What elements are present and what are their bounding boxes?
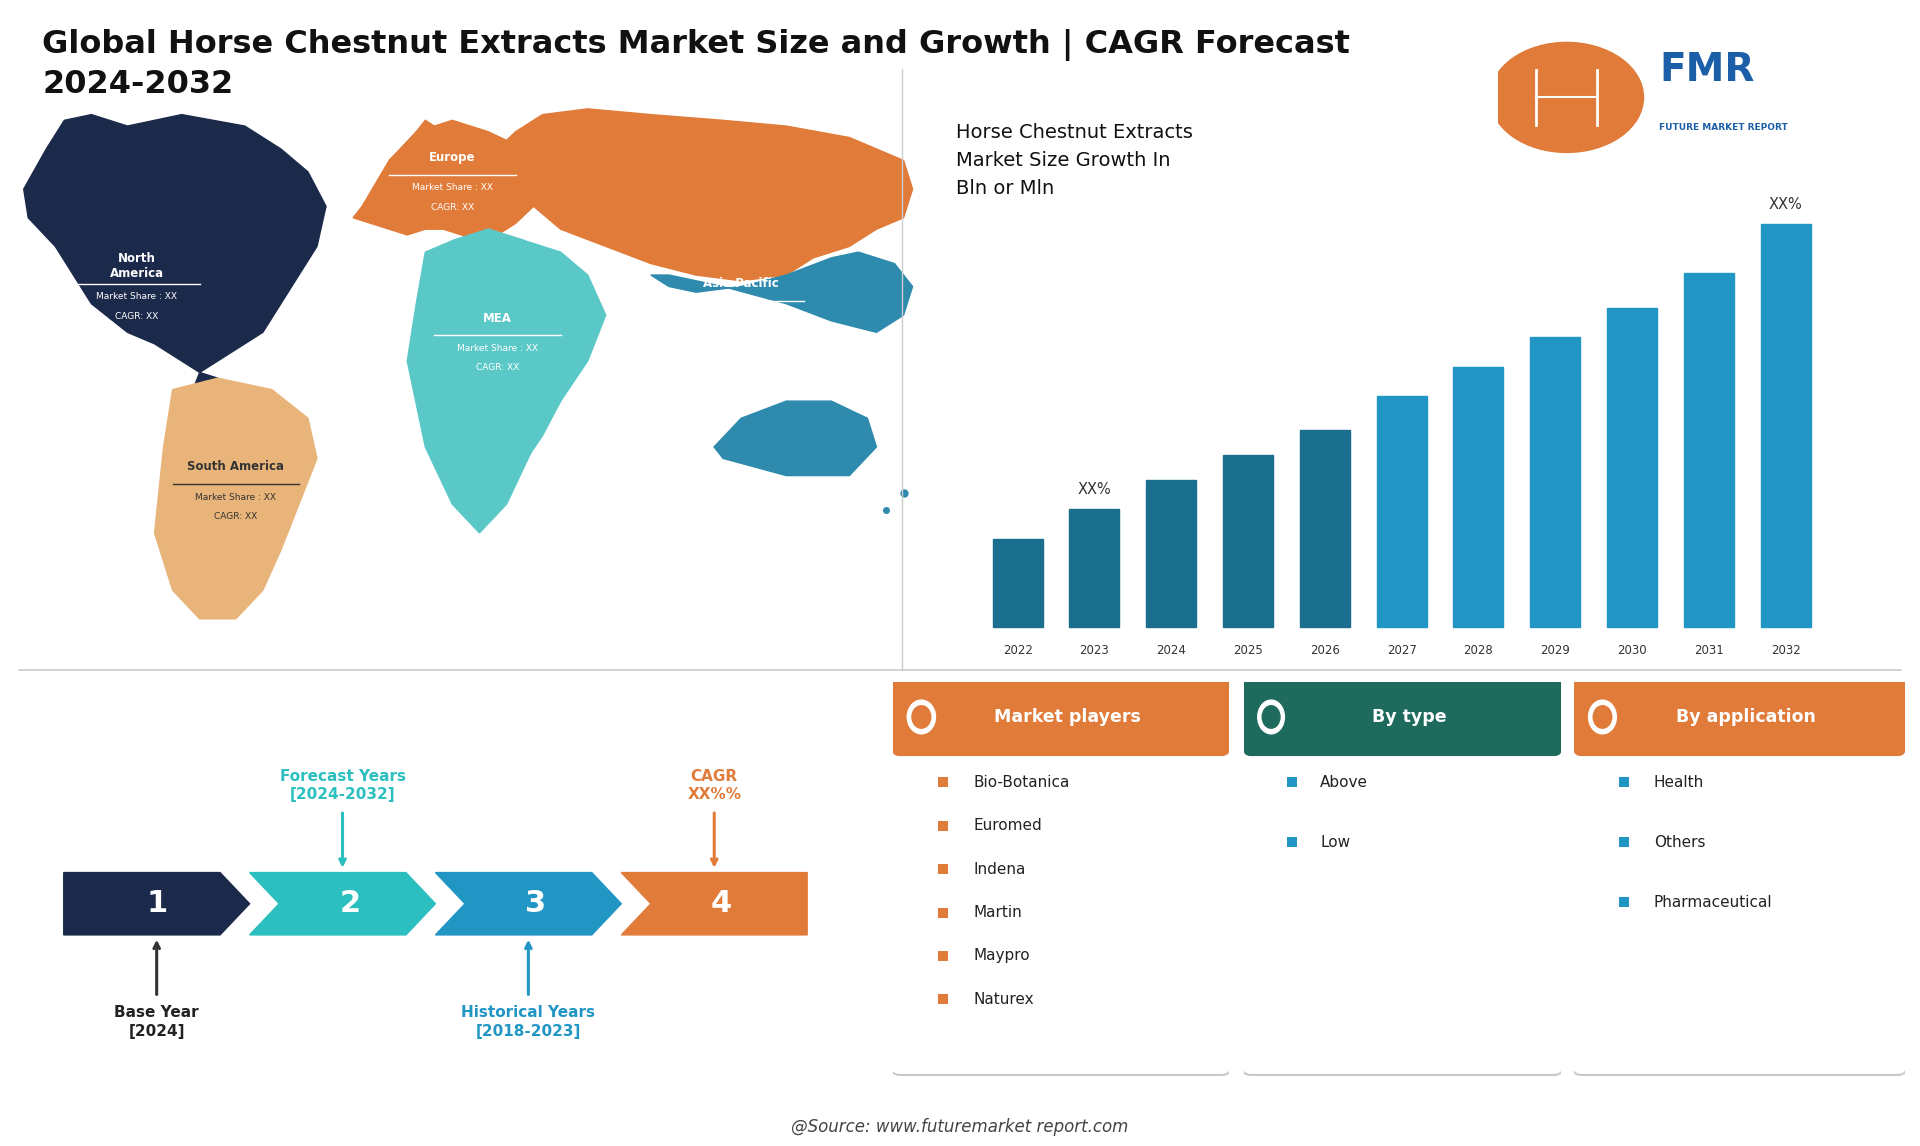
Bar [993,539,1043,627]
Text: 2026: 2026 [1309,644,1340,657]
Text: Market Share : XX: Market Share : XX [457,344,538,353]
FancyBboxPatch shape [1571,743,1908,1075]
Text: Market Share : XX: Market Share : XX [413,183,493,193]
Text: Others: Others [1653,834,1705,850]
Bar [1146,479,1196,627]
Text: FMR: FMR [1659,50,1755,89]
Text: XX%: XX% [1077,481,1112,496]
Text: 2: 2 [340,889,361,918]
Text: XX%: XX% [1768,197,1803,212]
Text: 4: 4 [710,889,732,918]
Bar [1223,455,1273,627]
Text: 2028: 2028 [1463,644,1494,657]
Text: Asia Pacific: Asia Pacific [703,277,780,290]
Text: 1: 1 [146,889,167,918]
Text: 2022: 2022 [1002,644,1033,657]
Text: Euromed: Euromed [973,818,1043,833]
Text: Historical Years
[2018-2023]: Historical Years [2018-2023] [461,1005,595,1038]
Text: Global Horse Chestnut Extracts Market Size and Growth | CAGR Forecast
2024-2032: Global Horse Chestnut Extracts Market Si… [42,29,1350,100]
Text: Martin: Martin [973,905,1021,920]
Bar [1530,337,1580,627]
Text: Base Year
[2024]: Base Year [2024] [115,1005,200,1038]
Bar [1300,431,1350,627]
Text: 2025: 2025 [1233,644,1263,657]
Circle shape [912,706,931,728]
Text: Market Share : XX: Market Share : XX [701,309,781,319]
FancyBboxPatch shape [1240,743,1565,1075]
Polygon shape [154,378,317,619]
Text: CAGR: XX: CAGR: XX [215,512,257,521]
Circle shape [1261,706,1281,728]
Polygon shape [407,229,588,533]
FancyBboxPatch shape [889,743,1233,1075]
Text: CAGR: XX: CAGR: XX [476,363,518,372]
Circle shape [1594,706,1611,728]
FancyBboxPatch shape [1242,678,1563,756]
Text: 2031: 2031 [1693,644,1724,657]
Text: Market Share : XX: Market Share : XX [196,493,276,502]
Text: @Source: www.futuremarket report.com: @Source: www.futuremarket report.com [791,1118,1129,1136]
Text: MEA: MEA [484,312,513,324]
Polygon shape [353,120,543,241]
Text: Market players: Market players [995,708,1140,725]
Text: South America: South America [188,461,284,473]
Polygon shape [651,252,912,332]
Text: 2024: 2024 [1156,644,1187,657]
Text: Bio-Botanica: Bio-Botanica [973,775,1069,790]
Circle shape [1258,700,1284,733]
Polygon shape [23,115,326,372]
Text: North
America: North America [109,252,163,281]
Text: Europe: Europe [428,151,476,164]
Polygon shape [714,401,876,476]
Bar [1069,509,1119,627]
Text: By type: By type [1371,708,1446,725]
Text: Market Share : XX: Market Share : XX [96,292,177,301]
Text: Horse Chestnut Extracts
Market Size Growth In
Bln or Mln: Horse Chestnut Extracts Market Size Grow… [956,124,1192,198]
Polygon shape [622,872,806,935]
Text: FUTURE MARKET REPORT: FUTURE MARKET REPORT [1659,123,1788,132]
Text: Maypro: Maypro [973,949,1029,964]
Polygon shape [436,872,622,935]
Text: Low: Low [1321,834,1350,850]
Text: 2032: 2032 [1770,644,1801,657]
Text: Indena: Indena [973,862,1025,877]
Text: 2023: 2023 [1079,644,1110,657]
Text: 2027: 2027 [1386,644,1417,657]
Bar [1377,397,1427,627]
Text: Pharmaceutical: Pharmaceutical [1653,895,1772,910]
Polygon shape [390,120,453,172]
Circle shape [908,700,935,733]
Text: By application: By application [1676,708,1816,725]
Text: CAGR: XX: CAGR: XX [430,203,474,212]
Text: 2030: 2030 [1617,644,1647,657]
Text: 2029: 2029 [1540,644,1571,657]
Polygon shape [497,109,912,281]
Bar [1761,223,1811,627]
Text: CAGR: XX: CAGR: XX [720,329,762,338]
Text: Health: Health [1653,775,1703,790]
Polygon shape [63,872,250,935]
FancyBboxPatch shape [891,678,1231,756]
Polygon shape [190,372,236,418]
FancyBboxPatch shape [1572,678,1907,756]
Text: Naturex: Naturex [973,992,1035,1007]
Circle shape [1588,700,1617,733]
Text: CAGR
XX%%: CAGR XX%% [687,769,741,802]
Polygon shape [424,229,607,504]
Circle shape [1490,42,1644,152]
Text: CAGR: XX: CAGR: XX [115,312,157,321]
Text: Forecast Years
[2024-2032]: Forecast Years [2024-2032] [280,769,405,802]
Polygon shape [250,872,436,935]
Bar [1453,367,1503,627]
Bar [1607,307,1657,627]
Text: 3: 3 [526,889,547,918]
Text: Above: Above [1321,775,1369,790]
Bar [1684,273,1734,627]
